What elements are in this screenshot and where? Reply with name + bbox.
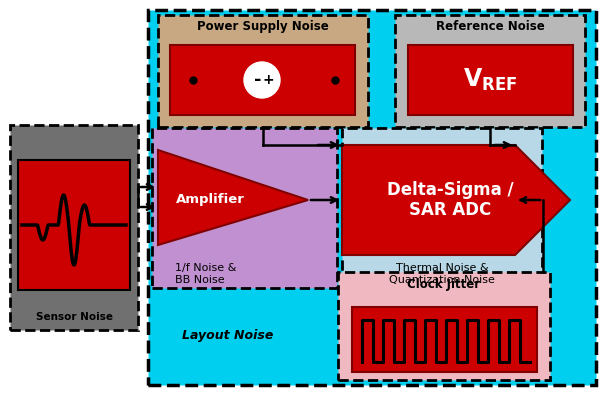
Polygon shape (342, 145, 570, 255)
Bar (338, 272, 550, 380)
Bar (395, 15, 585, 127)
Bar (152, 128, 337, 288)
Bar (342, 128, 542, 288)
Text: Reference Noise: Reference Noise (436, 20, 544, 33)
Text: $\mathbf{V_{REF}}$: $\mathbf{V_{REF}}$ (463, 67, 517, 93)
Bar (170, 45, 355, 115)
Text: Layout Noise: Layout Noise (182, 328, 274, 342)
Text: Delta-Sigma /
SAR ADC: Delta-Sigma / SAR ADC (386, 181, 514, 219)
Bar (10, 125, 138, 330)
Bar (158, 15, 368, 127)
Text: 1/f Noise &
BB Noise: 1/f Noise & BB Noise (175, 264, 236, 285)
Bar (148, 10, 596, 385)
Bar (352, 307, 537, 372)
Text: +: + (262, 73, 274, 87)
Text: Thermal Noise &
Quantization Noise: Thermal Noise & Quantization Noise (389, 264, 495, 285)
Bar (408, 45, 573, 115)
Text: Amplifier: Amplifier (176, 194, 244, 206)
Text: -: - (254, 71, 262, 89)
Bar (18, 160, 130, 290)
Polygon shape (158, 150, 308, 245)
Text: Sensor Noise: Sensor Noise (35, 312, 113, 322)
Text: Power Supply Noise: Power Supply Noise (197, 20, 329, 33)
Text: Clock Jitter: Clock Jitter (407, 278, 481, 291)
Circle shape (244, 62, 280, 98)
